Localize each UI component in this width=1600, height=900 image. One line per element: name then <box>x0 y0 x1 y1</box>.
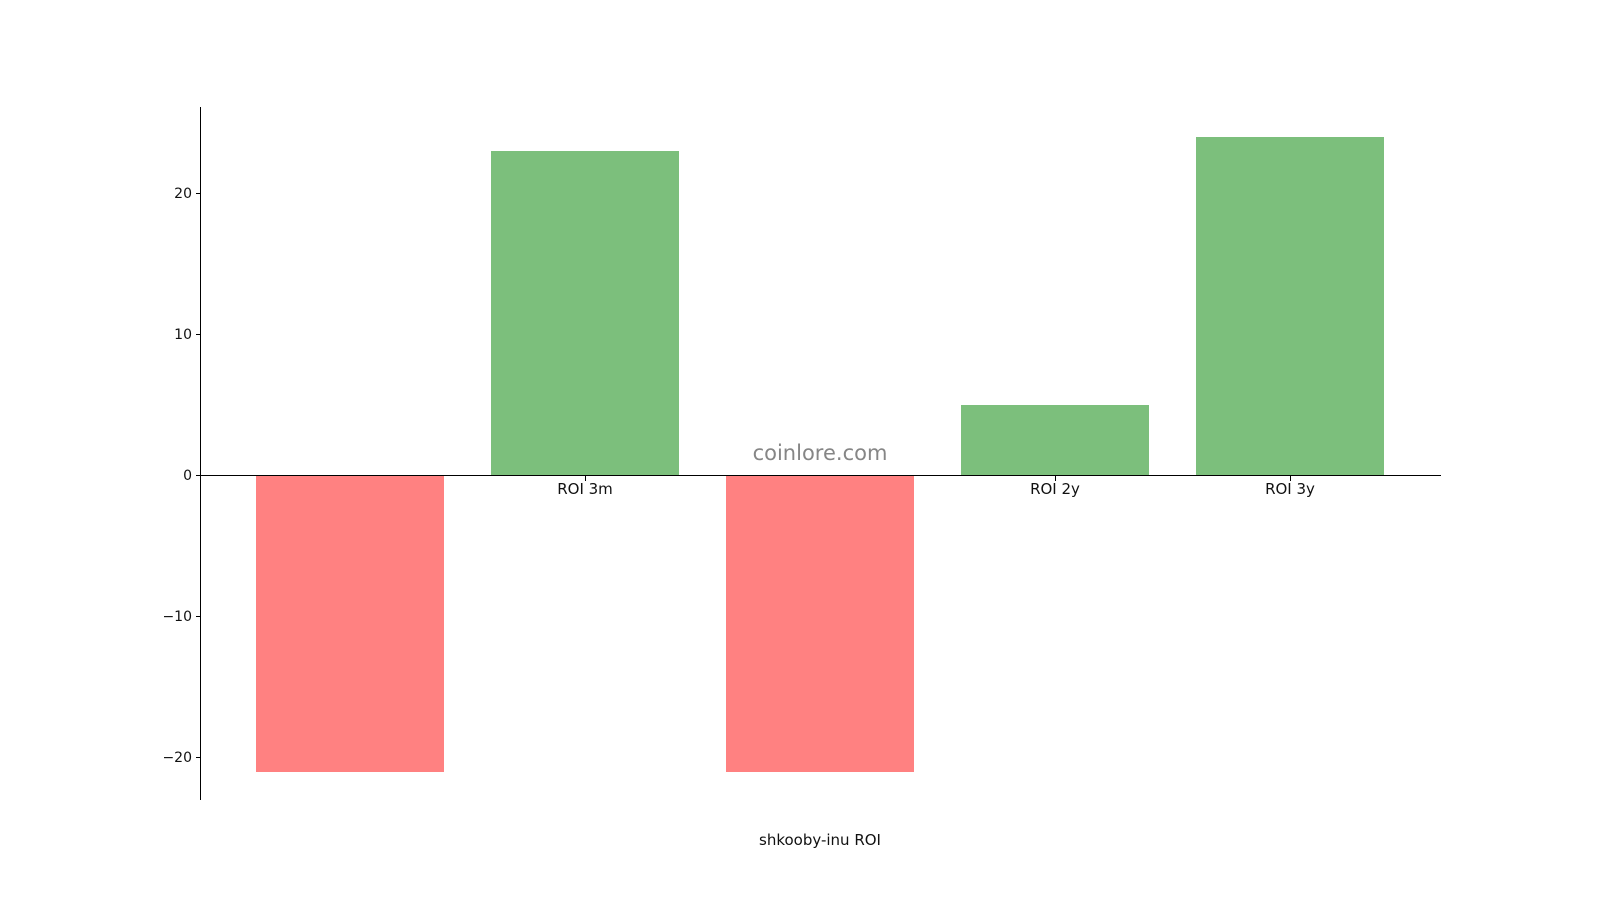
y-tick-mark--20 <box>196 757 201 758</box>
x-tick-label-roi-3m: ROI 3m <box>557 480 613 498</box>
chart-xlabel: shkooby-inu ROI <box>759 831 881 849</box>
y-tick-label-10: 10 <box>174 327 192 343</box>
y-tick-mark-10 <box>196 334 201 335</box>
x-axis-zero-line <box>200 475 1441 476</box>
y-tick-label-20: 20 <box>174 186 192 202</box>
y-tick-label--20: −20 <box>162 750 192 766</box>
x-tick-mark-roi-2y <box>1055 476 1056 481</box>
y-axis-spine <box>200 107 201 800</box>
x-tick-label-roi-2y: ROI 2y <box>1030 480 1080 498</box>
y-tick-label-0: 0 <box>183 468 192 484</box>
y-tick-mark-20 <box>196 193 201 194</box>
y-tick-mark--10 <box>196 616 201 617</box>
watermark-text: coinlore.com <box>752 441 888 465</box>
y-tick-label--10: −10 <box>162 609 192 625</box>
y-tick-mark-0 <box>196 475 201 476</box>
bar-col1 <box>256 476 444 773</box>
bar-col3 <box>726 476 914 773</box>
bar-roi-2y <box>961 404 1149 475</box>
x-tick-mark-roi-3y <box>1290 476 1291 481</box>
bar-roi-3m <box>491 150 679 475</box>
x-tick-mark-roi-3m <box>585 476 586 481</box>
bar-roi-3y <box>1196 136 1384 475</box>
x-tick-label-roi-3y: ROI 3y <box>1265 480 1315 498</box>
